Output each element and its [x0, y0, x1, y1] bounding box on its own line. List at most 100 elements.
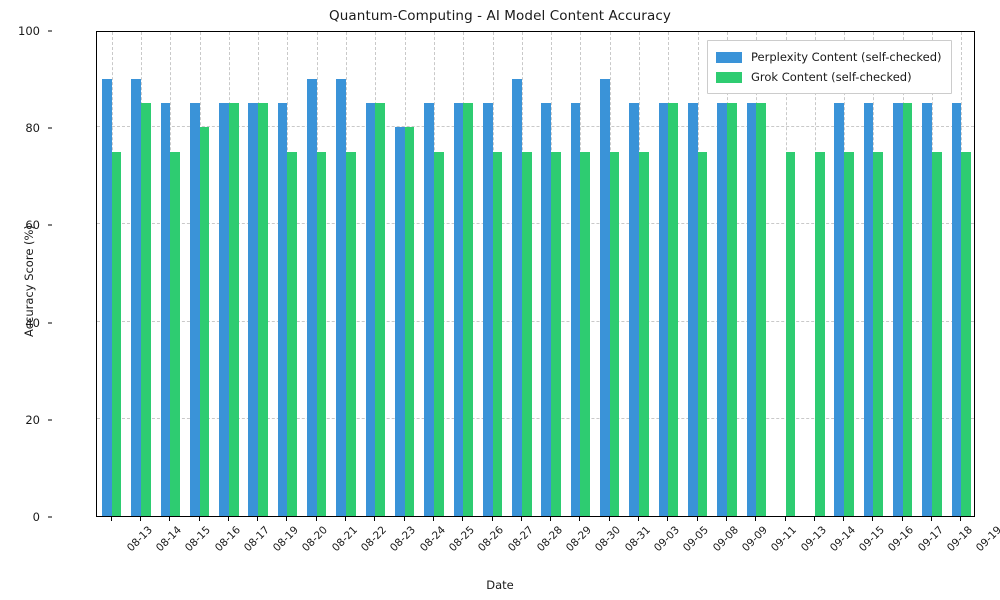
- x-tick-mark: [257, 517, 259, 521]
- y-tick-label: 60: [25, 218, 40, 233]
- gridline: [97, 320, 974, 322]
- bar: [375, 102, 385, 516]
- chart-title: Quantum-Computing - AI Model Content Acc…: [329, 8, 671, 24]
- y-axis: 0 20 40 60 80 100: [0, 24, 96, 524]
- bar: [580, 151, 591, 516]
- x-tick-mark: [227, 517, 229, 521]
- x-tick-mark: [374, 517, 376, 521]
- x-tick-label: 08-24: [417, 524, 448, 555]
- x-tick-mark: [813, 517, 815, 521]
- x-axis-label: Date: [486, 578, 514, 592]
- x-tick-mark: [901, 517, 903, 521]
- x-tick-mark: [520, 517, 522, 521]
- bar: [482, 102, 493, 516]
- x-tick-mark: [696, 517, 698, 521]
- x-tick-label: 09-09: [739, 524, 770, 555]
- x-tick-mark: [110, 517, 112, 521]
- bar: [893, 102, 903, 516]
- bar: [551, 151, 561, 516]
- x-tick-mark: [608, 517, 610, 521]
- x-tick-label: 09-18: [944, 524, 976, 555]
- y-tick-mark: [48, 419, 52, 421]
- legend-item[interactable]: Grok Content (self-checked): [716, 67, 942, 87]
- y-tick-mark: [48, 322, 52, 324]
- bar: [287, 151, 298, 516]
- x-tick-label: 09-03: [651, 524, 683, 555]
- bar: [570, 102, 581, 516]
- bar: [600, 78, 610, 516]
- y-tick-mark: [48, 224, 52, 226]
- bar: [697, 151, 708, 516]
- x-tick-label: 08-20: [300, 524, 331, 555]
- bar: [541, 102, 552, 516]
- x-tick-mark: [169, 517, 171, 521]
- x-tick-label: 08-16: [212, 524, 243, 555]
- bar: [814, 151, 825, 516]
- x-tick-mark: [345, 517, 347, 521]
- x-tick-label: 08-30: [593, 524, 624, 555]
- y-tick-label: 80: [25, 121, 40, 136]
- x-tick-mark: [784, 517, 786, 521]
- x-tick-mark: [403, 517, 405, 521]
- x-tick-mark: [843, 517, 845, 521]
- bar: [424, 102, 434, 516]
- x-tick-label: 09-14: [827, 524, 858, 555]
- bar: [365, 102, 376, 516]
- bar: [336, 78, 347, 516]
- x-tick-mark: [960, 517, 962, 521]
- bar: [961, 151, 971, 516]
- gridline: [97, 417, 974, 419]
- legend-item[interactable]: Perplexity Content (self-checked): [716, 47, 942, 67]
- x-tick-mark: [315, 517, 317, 521]
- y-tick-label: 40: [25, 315, 40, 330]
- bar: [394, 127, 405, 516]
- x-tick-mark: [491, 517, 493, 521]
- bar: [453, 102, 464, 516]
- bar: [316, 151, 327, 516]
- y-tick-mark: [48, 516, 52, 518]
- bar: [863, 102, 874, 516]
- x-tick-label: 09-05: [681, 524, 712, 555]
- bar: [307, 78, 317, 516]
- bar: [160, 102, 171, 516]
- bar: [756, 102, 766, 516]
- bar: [873, 151, 884, 516]
- x-tick-mark: [638, 517, 640, 521]
- bar: [101, 78, 112, 516]
- x-tick-mark: [198, 517, 200, 521]
- gridline: [97, 223, 974, 225]
- bar: [199, 127, 210, 516]
- y-tick-label: 0: [32, 510, 40, 524]
- x-tick-label: 08-14: [153, 524, 184, 555]
- x-tick-label: 08-22: [358, 524, 390, 555]
- bar: [746, 102, 757, 516]
- bar: [844, 151, 854, 516]
- x-tick-label: 09-11: [769, 524, 800, 555]
- x-tick-label: 08-31: [622, 524, 653, 555]
- bar: [219, 102, 229, 516]
- bar: [228, 102, 239, 516]
- bar: [346, 151, 356, 516]
- x-tick-label: 08-17: [241, 524, 272, 555]
- x-tick-label: 08-15: [183, 524, 214, 555]
- y-tick-mark: [48, 30, 52, 32]
- y-axis-label: Accuracy Score (%): [22, 225, 36, 337]
- x-tick-label: 08-13: [124, 524, 155, 555]
- x-tick-label: 08-28: [534, 524, 565, 555]
- bar: [131, 78, 141, 516]
- x-tick-label: 08-27: [505, 524, 536, 555]
- x-tick-mark: [139, 517, 141, 521]
- legend-swatch-icon: [716, 51, 742, 63]
- bar: [189, 102, 200, 516]
- bar: [248, 102, 259, 516]
- bar: [170, 151, 180, 516]
- x-tick-mark: [725, 517, 727, 521]
- bar: [492, 151, 503, 516]
- bar-series-container: [97, 32, 974, 516]
- x-tick-mark: [872, 517, 874, 521]
- x-tick-label: 08-26: [476, 524, 507, 555]
- x-tick-label: 09-08: [710, 524, 741, 555]
- bar: [668, 102, 678, 516]
- x-tick-mark: [667, 517, 669, 521]
